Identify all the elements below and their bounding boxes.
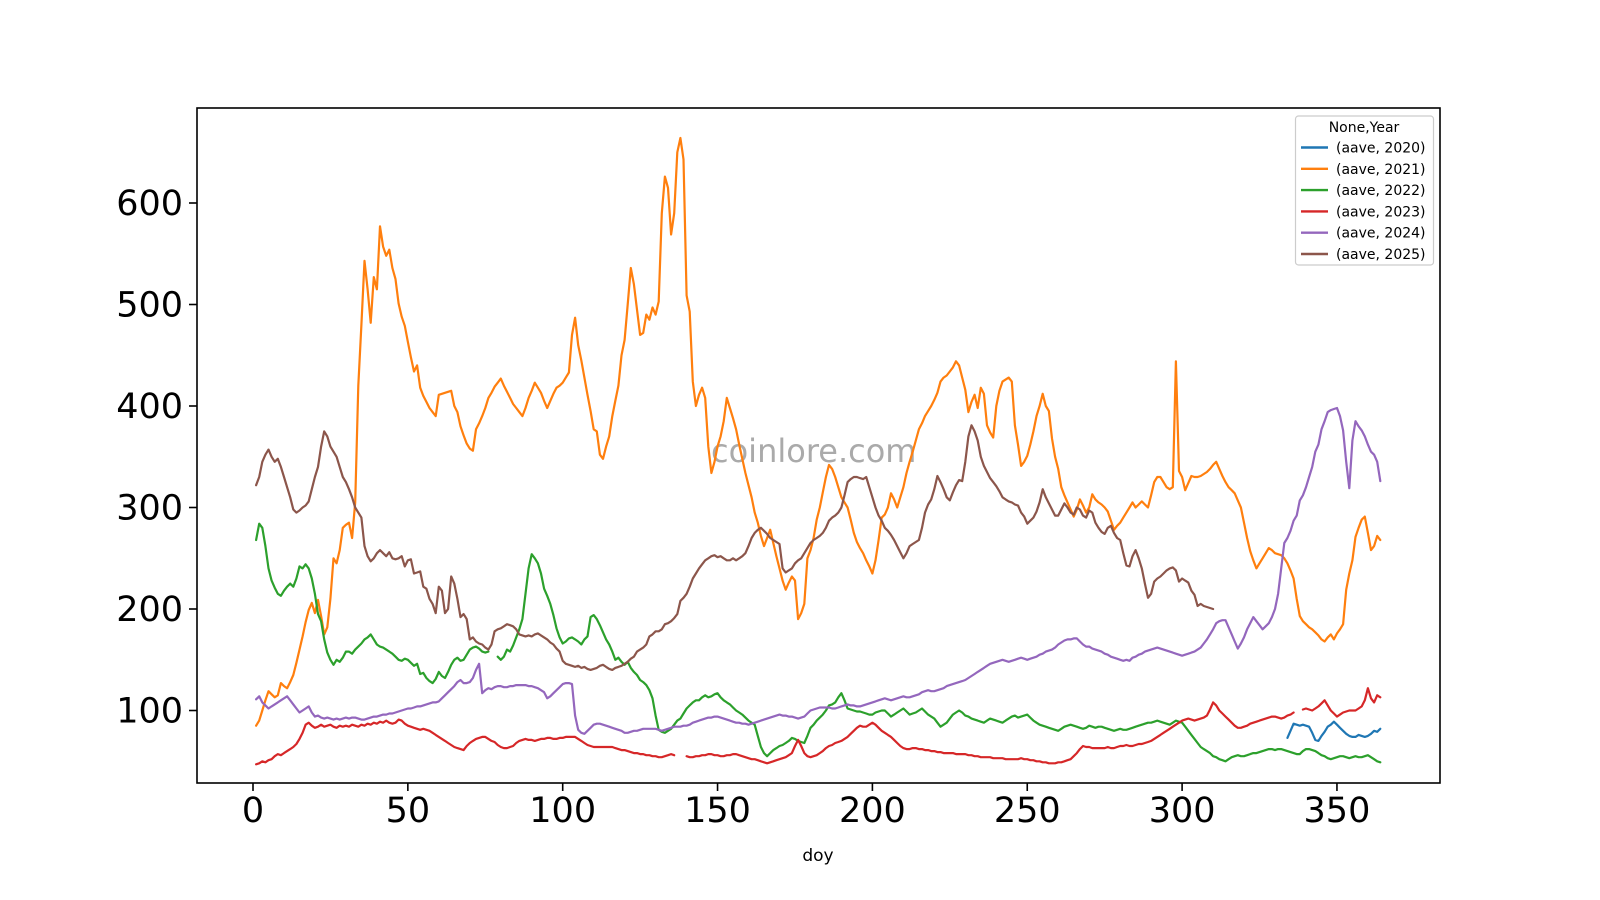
legend-label-2024: (aave, 2024) <box>1336 226 1426 242</box>
series-line-2021 <box>255 136 1382 727</box>
x-tick-label: 350 <box>1304 791 1371 831</box>
x-tick-label: 50 <box>386 791 431 831</box>
series-line-2020 <box>1286 720 1382 742</box>
axes: 0 50 100 150 200 250 300 350 100 200 300 400 500 600 <box>116 107 1441 831</box>
x-tick-label: 100 <box>529 791 596 831</box>
series-line-2024 <box>255 406 1382 735</box>
x-axis-label: doy <box>802 846 833 866</box>
y-tick-label: 100 <box>116 692 183 732</box>
legend: (aave, 2020) (aave, 2021) (aave, 2022) (aav… <box>1294 115 1435 266</box>
legend-label-2023: (aave, 2023) <box>1336 204 1426 220</box>
x-tick-label: 0 <box>242 791 264 831</box>
y-tick-label: 500 <box>116 286 183 326</box>
legend-label-2022: (aave, 2022) <box>1336 183 1426 199</box>
series-line-2022 <box>255 522 1382 764</box>
y-tick-label: 200 <box>116 590 183 630</box>
series-line-2025 <box>255 424 1215 671</box>
legend-box <box>1294 115 1435 266</box>
legend-title: None,Year <box>1329 120 1400 136</box>
x-tick-label: 150 <box>684 791 751 831</box>
x-tick-label: 200 <box>839 791 906 831</box>
legend-label-2021: (aave, 2021) <box>1336 162 1426 178</box>
x-tick-label: 250 <box>994 791 1061 831</box>
series-line-2023 <box>255 687 1382 766</box>
legend-label-2025: (aave, 2025) <box>1336 247 1426 263</box>
coinlore-watermark: coinlore.com <box>711 432 916 470</box>
plot-border <box>196 107 1441 784</box>
x-tick-label: 300 <box>1149 791 1216 831</box>
y-tick-label: 400 <box>116 387 183 427</box>
legend-label-2020: (aave, 2020) <box>1336 141 1426 157</box>
y-tick-label: 300 <box>116 489 183 529</box>
series-lines <box>255 136 1382 766</box>
plot-area: 0 50 100 150 200 250 300 350 100 200 300 400 500 600 (… <box>116 107 1441 831</box>
y-tick-label: 600 <box>116 184 183 224</box>
